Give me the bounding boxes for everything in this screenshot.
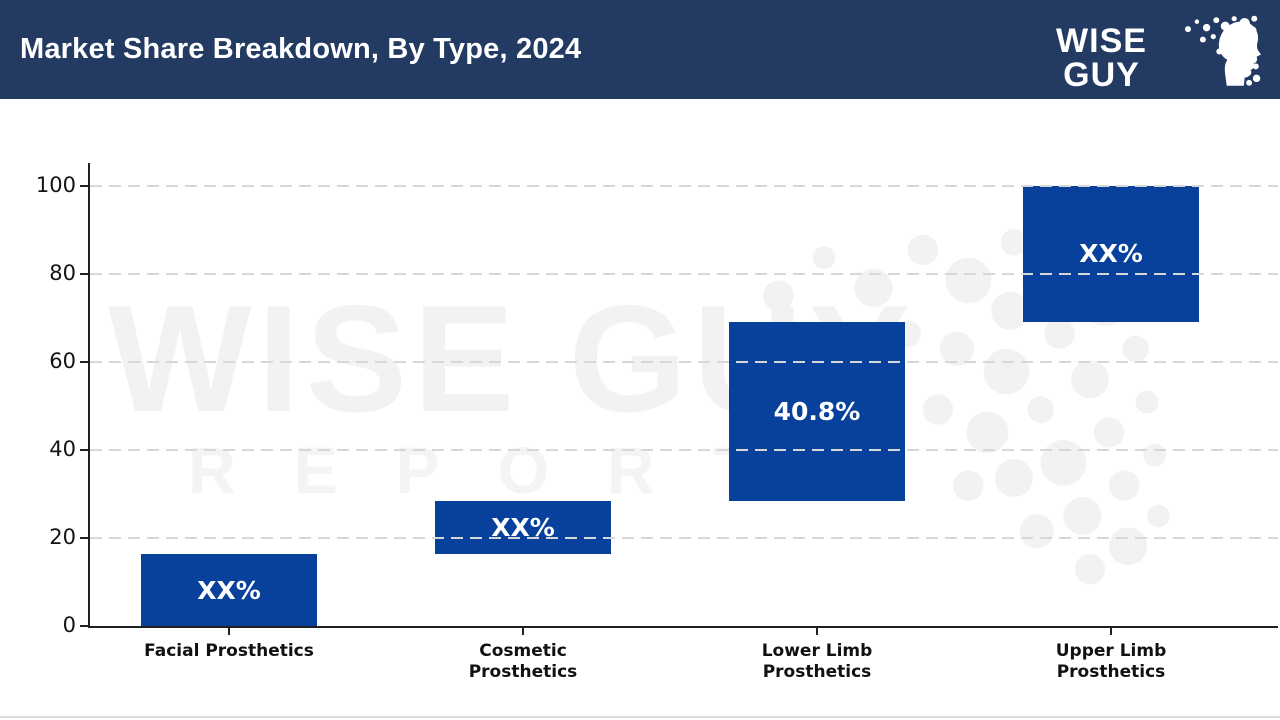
y-tick-label-60: 60 bbox=[49, 349, 76, 373]
category-label-line: Prosthetics bbox=[468, 662, 578, 682]
page-title: Market Share Breakdown, By Type, 2024 bbox=[20, 33, 582, 65]
y-tick-0 bbox=[80, 625, 88, 627]
y-axis-line bbox=[88, 163, 90, 628]
y-tick-label-0: 0 bbox=[62, 613, 76, 637]
y-tick-40 bbox=[80, 449, 88, 451]
category-label-line: Lower Limb bbox=[761, 641, 873, 661]
bar-facial-prosthetics: XX% bbox=[141, 554, 317, 626]
y-tick-label-100: 100 bbox=[35, 173, 76, 197]
y-tick-60 bbox=[80, 361, 88, 363]
bar-cosmetic-prosthetics: XX% bbox=[435, 501, 611, 555]
y-tick-100 bbox=[80, 185, 88, 187]
category-label-cosmetic-prosthetics: Cosmetic Prosthetics bbox=[393, 641, 653, 683]
category-label-facial-prosthetics: Facial Prosthetics bbox=[99, 641, 359, 662]
category-label-line: Upper Limb bbox=[1055, 641, 1167, 661]
y-tick-label-80: 80 bbox=[49, 261, 76, 285]
gridline-100 bbox=[90, 185, 1278, 187]
bar-value-label: XX% bbox=[1079, 239, 1143, 269]
bar-value-label: XX% bbox=[197, 575, 261, 605]
category-label-line: Prosthetics bbox=[762, 662, 872, 682]
bar-lower-limb-prosthetics: 40.8% bbox=[729, 321, 905, 502]
y-tick-label-20: 20 bbox=[49, 525, 76, 549]
brand-logo-text: WISE GUY REPORTS bbox=[1014, 24, 1189, 112]
y-tick-label-40: 40 bbox=[49, 437, 76, 461]
brand-head-icon bbox=[1184, 15, 1262, 86]
x-tick-upper-limb-prosthetics bbox=[1110, 628, 1112, 635]
gridline-60 bbox=[90, 361, 1278, 363]
bar-value-label: 40.8% bbox=[773, 396, 861, 426]
x-tick-lower-limb-prosthetics bbox=[816, 628, 818, 635]
category-label-lower-limb-prosthetics: Lower Limb Prosthetics bbox=[687, 641, 947, 683]
category-label-line: Facial Prosthetics bbox=[144, 641, 314, 661]
header-bar: Market Share Breakdown, By Type, 2024 WI… bbox=[0, 0, 1280, 112]
category-label-line: Prosthetics bbox=[1056, 662, 1166, 682]
x-axis-line bbox=[88, 626, 1278, 628]
category-label-line: Cosmetic bbox=[479, 641, 567, 661]
x-tick-facial-prosthetics bbox=[228, 628, 230, 635]
bar-upper-limb-prosthetics: XX% bbox=[1023, 186, 1199, 322]
brand-logo: WISE GUY REPORTS bbox=[1014, 8, 1264, 112]
gridline-20 bbox=[90, 537, 1278, 539]
brand-logo-line2: REPORTS bbox=[1040, 96, 1172, 112]
category-label-upper-limb-prosthetics: Upper Limb Prosthetics bbox=[981, 641, 1241, 683]
brand-logo-line1: WISE GUY bbox=[1056, 22, 1147, 94]
gridline-40 bbox=[90, 449, 1278, 451]
x-tick-cosmetic-prosthetics bbox=[522, 628, 524, 635]
bottom-divider bbox=[0, 716, 1280, 718]
y-tick-80 bbox=[80, 273, 88, 275]
y-tick-20 bbox=[80, 537, 88, 539]
gridline-80 bbox=[90, 273, 1278, 275]
